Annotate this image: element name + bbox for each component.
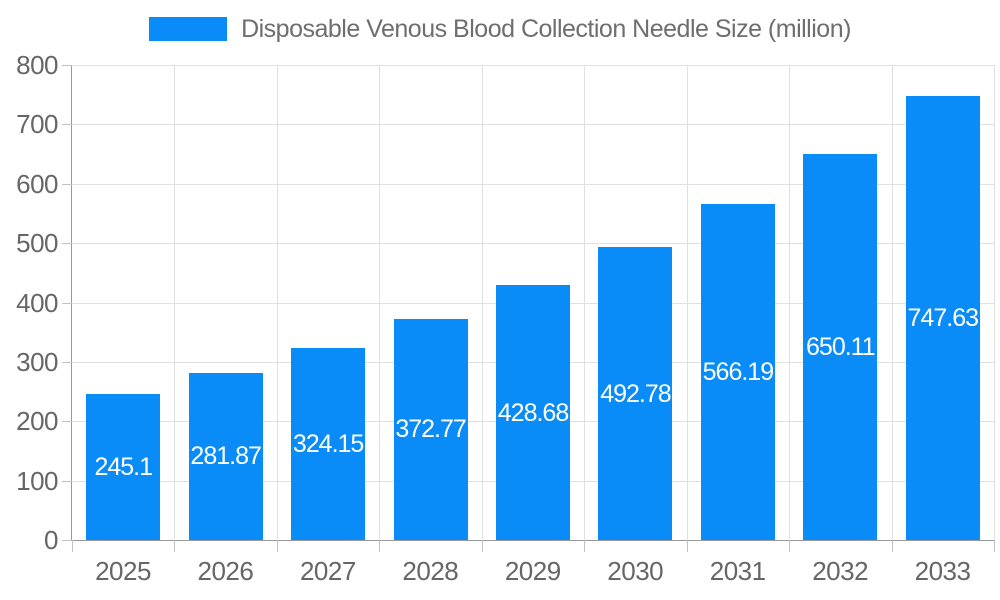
- y-tick-mark: [62, 124, 72, 126]
- x-axis-label-2029: 2029: [504, 556, 561, 586]
- legend-label: Disposable Venous Blood Collection Needl…: [241, 14, 851, 43]
- gridline-y-500: [72, 243, 994, 245]
- x-axis-line: [71, 540, 994, 541]
- gridline-y-700: [72, 124, 994, 126]
- bar-2025[interactable]: 245.1: [86, 394, 161, 540]
- gridline-x-boundary: [789, 65, 791, 540]
- x-axis-label-2025: 2025: [95, 556, 151, 586]
- gridline-y-800: [72, 65, 994, 66]
- x-tick-mark: [174, 540, 176, 552]
- y-tick-mark: [62, 480, 72, 482]
- y-tick-mark: [62, 421, 72, 423]
- x-tick-mark: [379, 540, 381, 552]
- x-tick-mark: [584, 540, 586, 552]
- x-tick-mark: [481, 540, 483, 552]
- chart-legend[interactable]: Disposable Venous Blood Collection Needl…: [0, 14, 1000, 44]
- y-tick-mark: [62, 302, 72, 304]
- y-axis-label-300: 300: [16, 346, 58, 377]
- bar-value-label-2026: 281.87: [190, 442, 261, 471]
- legend-swatch-icon: [149, 17, 228, 41]
- y-tick-mark: [62, 361, 72, 363]
- x-axis-label-2027: 2027: [299, 556, 356, 586]
- x-axis-label-2032: 2032: [812, 556, 869, 586]
- bar-value-label-2029: 428.68: [497, 398, 569, 427]
- bar-value-label-2033: 747.63: [907, 304, 979, 333]
- x-axis-label-2028: 2028: [402, 556, 459, 586]
- bar-value-label-2028: 372.77: [395, 415, 466, 444]
- y-axis-label-100: 100: [16, 465, 58, 496]
- gridline-x-boundary: [584, 65, 586, 540]
- bar-2033[interactable]: 747.63: [905, 96, 980, 540]
- x-axis-label-2031: 2031: [709, 556, 766, 586]
- bar-2029[interactable]: 428.68: [496, 285, 570, 540]
- y-tick-mark: [62, 243, 72, 245]
- x-axis-label-2026: 2026: [197, 556, 254, 586]
- y-axis-label-700: 700: [16, 109, 58, 140]
- bar-2027[interactable]: 324.15: [291, 347, 366, 540]
- y-tick-mark: [62, 65, 72, 66]
- bar-2028[interactable]: 372.77: [393, 318, 468, 540]
- gridline-x-boundary: [481, 65, 483, 540]
- y-axis-label-600: 600: [16, 168, 58, 199]
- bar-2026[interactable]: 281.87: [188, 372, 263, 540]
- x-tick-mark: [276, 540, 278, 552]
- y-tick-mark: [62, 540, 72, 541]
- y-axis-label-400: 400: [16, 287, 58, 318]
- bar-value-label-2031: 566.19: [702, 357, 774, 386]
- bar-2031[interactable]: 566.19: [700, 203, 775, 540]
- gridline-x-boundary: [174, 65, 176, 540]
- x-axis-label-2033: 2033: [914, 556, 971, 586]
- x-tick-mark: [686, 540, 688, 552]
- y-tick-mark: [62, 183, 72, 185]
- x-axis-label-2030: 2030: [607, 556, 664, 586]
- bar-value-label-2030: 492.78: [600, 379, 671, 408]
- y-axis-label-0: 0: [44, 525, 58, 555]
- plot-area: 245.1 281.87 324.15 372.77 428.68 492.78 566.1…: [72, 65, 995, 540]
- bar-value-label-2025: 245.1: [94, 453, 153, 482]
- gridline-x-boundary: [891, 65, 893, 540]
- gridline-x-boundary: [276, 65, 278, 540]
- x-tick-mark: [72, 540, 73, 552]
- bar-value-label-2027: 324.15: [292, 429, 364, 458]
- bar-value-label-2032: 650.11: [806, 332, 876, 361]
- x-tick-mark: [789, 540, 791, 552]
- gridline-y-600: [72, 183, 994, 185]
- gridline-x-boundary: [379, 65, 381, 540]
- y-axis-label-500: 500: [16, 228, 58, 259]
- bar-2032[interactable]: 650.11: [803, 153, 878, 540]
- gridline-x-boundary: [994, 65, 995, 540]
- y-axis-label-200: 200: [16, 406, 58, 437]
- bar-2030[interactable]: 492.78: [598, 247, 673, 540]
- x-tick-mark: [994, 540, 995, 552]
- gridline-x-boundary: [686, 65, 688, 540]
- y-axis-label-800: 800: [16, 50, 58, 80]
- x-tick-mark: [891, 540, 893, 552]
